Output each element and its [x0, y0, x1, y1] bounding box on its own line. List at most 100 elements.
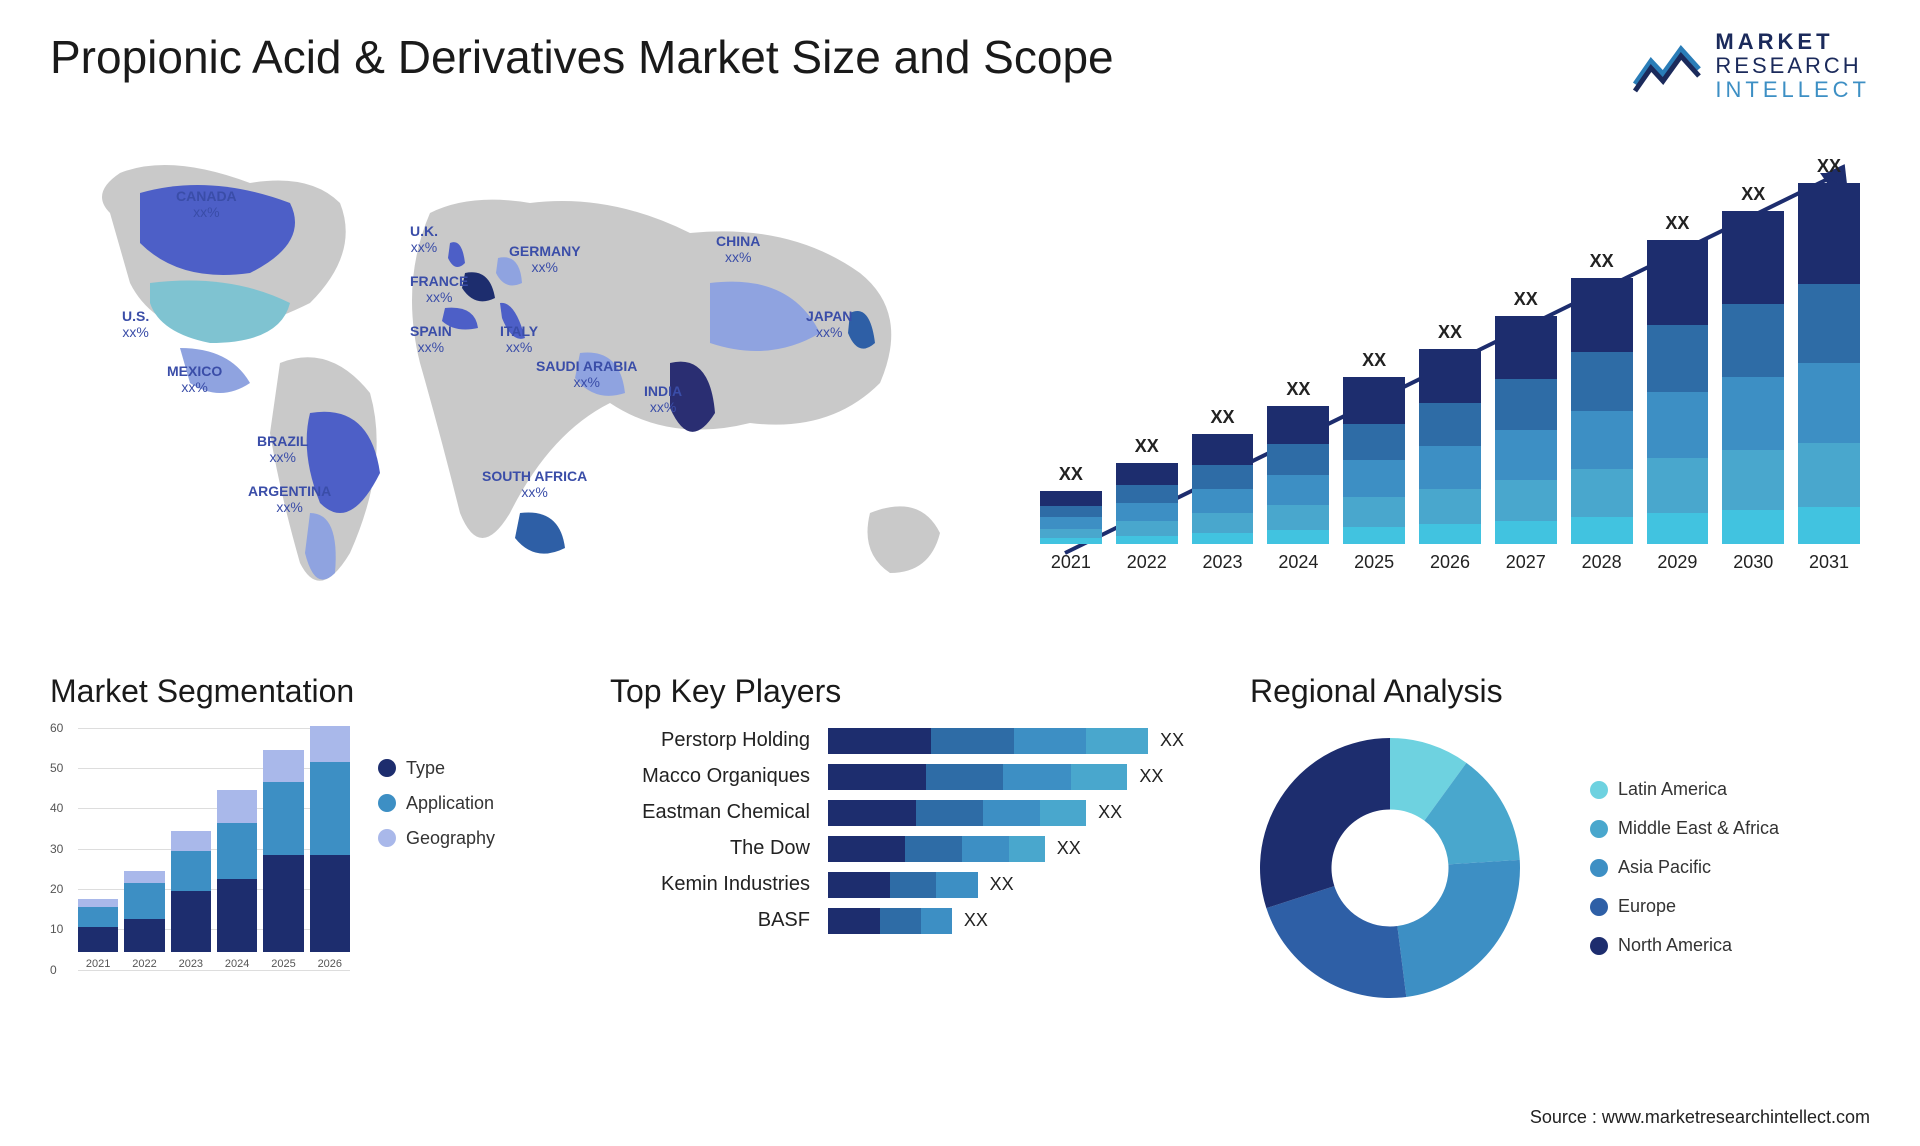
size-bar-value-label: XX	[1135, 436, 1159, 457]
brand-logo: MARKET RESEARCH INTELLECT	[1633, 30, 1870, 103]
size-bar-year: 2030	[1733, 552, 1773, 573]
axis-tick: 20	[50, 882, 63, 896]
legend-item: Application	[378, 793, 495, 814]
legend-item: Latin America	[1590, 779, 1779, 800]
legend-swatch-icon	[378, 829, 396, 847]
axis-tick: 40	[50, 801, 63, 815]
player-name: Perstorp Holding	[610, 729, 810, 752]
axis-tick: 30	[50, 842, 63, 856]
size-bar-column: XX 2027	[1495, 289, 1557, 573]
logo-line3: INTELLECT	[1715, 78, 1870, 102]
size-bar-value-label: XX	[1438, 322, 1462, 343]
seg-bar-column: 2026	[310, 726, 350, 970]
size-bar-column: XX2021	[1040, 464, 1102, 572]
world-map: CANADAxx%U.S.xx%MEXICOxx%BRAZILxx%ARGENT…	[50, 133, 950, 633]
segmentation-legend: Type Application Geography	[378, 758, 495, 998]
seg-year-label: 2022	[132, 958, 156, 970]
size-bar-year: 2023	[1203, 552, 1243, 573]
donut-segment	[1397, 859, 1520, 996]
legend-swatch-icon	[1590, 820, 1608, 838]
player-value: XX	[1098, 802, 1122, 823]
player-value: XX	[1139, 766, 1163, 787]
size-bar-value-label: XX	[1741, 184, 1765, 205]
player-row: The Dow XX	[610, 836, 1190, 862]
seg-bar-column: 2023	[171, 831, 211, 970]
size-bar-column: XX 2030	[1722, 184, 1784, 573]
legend-swatch-icon	[1590, 937, 1608, 955]
axis-tick: 10	[50, 922, 63, 936]
axis-tick: 60	[50, 721, 63, 735]
size-bar-column: XX 2023	[1192, 407, 1254, 572]
market-size-chart: XX2021XX2022XX2023XX2024XX2025XX2026XX20…	[1010, 133, 1870, 613]
player-name: The Dow	[610, 837, 810, 860]
legend-item: Middle East & Africa	[1590, 818, 1779, 839]
size-bar-value-label: XX	[1590, 251, 1614, 272]
player-row: BASF XX	[610, 908, 1190, 934]
player-value: XX	[1160, 730, 1184, 751]
logo-mark-icon	[1633, 39, 1703, 94]
size-bar-value-label: XX	[1514, 289, 1538, 310]
key-players-panel: Top Key Players Perstorp HoldingXXMacco …	[610, 673, 1190, 934]
size-bar-year: 2022	[1127, 552, 1167, 573]
size-bar-year: 2031	[1809, 552, 1849, 573]
legend-swatch-icon	[378, 759, 396, 777]
player-value: XX	[964, 910, 988, 931]
page-title: Propionic Acid & Derivatives Market Size…	[50, 30, 1114, 84]
seg-year-label: 2026	[318, 958, 342, 970]
regional-legend: Latin America Middle East & Africa Asia Pa…	[1590, 779, 1779, 956]
legend-label: Middle East & Africa	[1618, 818, 1779, 839]
regional-donut-chart	[1250, 728, 1530, 1008]
donut-segment	[1266, 886, 1406, 998]
legend-label: Europe	[1618, 896, 1676, 917]
axis-tick: 0	[50, 963, 57, 977]
size-bar-year: 2028	[1582, 552, 1622, 573]
size-bar-year: 2029	[1657, 552, 1697, 573]
player-bar	[828, 764, 1127, 790]
player-value: XX	[990, 874, 1014, 895]
seg-year-label: 2025	[271, 958, 295, 970]
legend-label: North America	[1618, 935, 1732, 956]
size-bar-year: 2027	[1506, 552, 1546, 573]
regional-panel: Regional Analysis Latin AmericaMiddle Ea…	[1250, 673, 1870, 1008]
size-bar-value-label: XX	[1362, 350, 1386, 371]
size-bar-value-label: XX	[1211, 407, 1235, 428]
size-bar-column: XX 2022	[1116, 436, 1178, 573]
player-name: Kemin Industries	[610, 873, 810, 896]
player-name: Eastman Chemical	[610, 801, 810, 824]
player-row: Eastman Chemical XX	[610, 800, 1190, 826]
player-row: Perstorp Holding XX	[610, 728, 1190, 754]
axis-tick: 50	[50, 761, 63, 775]
size-bar-year: 2021	[1051, 552, 1091, 573]
player-value: XX	[1057, 838, 1081, 859]
legend-item: Europe	[1590, 896, 1779, 917]
key-players-title: Top Key Players	[610, 673, 1190, 710]
logo-line2: RESEARCH	[1715, 54, 1870, 78]
legend-swatch-icon	[1590, 781, 1608, 799]
player-row: Macco Organiques XX	[610, 764, 1190, 790]
seg-year-label: 2023	[179, 958, 203, 970]
legend-label: Asia Pacific	[1618, 857, 1711, 878]
map-svg	[50, 133, 950, 633]
legend-swatch-icon	[378, 794, 396, 812]
legend-label: Latin America	[1618, 779, 1727, 800]
seg-bar-column: 2025	[263, 750, 303, 970]
size-bar-column: XX2026	[1419, 322, 1481, 573]
player-bar	[828, 728, 1148, 754]
player-bar	[828, 836, 1045, 862]
legend-item: Asia Pacific	[1590, 857, 1779, 878]
segmentation-title: Market Segmentation	[50, 673, 550, 710]
legend-label: Application	[406, 793, 494, 814]
source-credit: Source : www.marketresearchintellect.com	[1530, 1107, 1870, 1128]
logo-line1: MARKET	[1715, 30, 1870, 54]
legend-item: North America	[1590, 935, 1779, 956]
legend-swatch-icon	[1590, 898, 1608, 916]
legend-item: Geography	[378, 828, 495, 849]
legend-swatch-icon	[1590, 859, 1608, 877]
seg-bar-column: 2021	[78, 899, 118, 969]
player-name: BASF	[610, 909, 810, 932]
legend-item: Type	[378, 758, 495, 779]
size-bar-year: 2024	[1278, 552, 1318, 573]
size-bar-column: XX2029	[1647, 213, 1709, 573]
seg-year-label: 2024	[225, 958, 249, 970]
player-name: Macco Organiques	[610, 765, 810, 788]
